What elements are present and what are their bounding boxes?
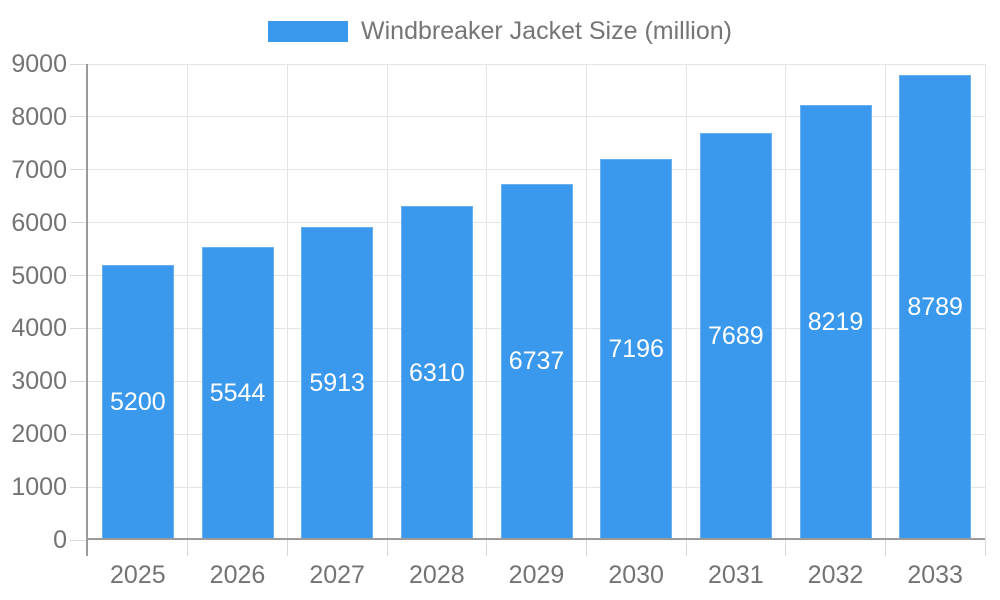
x-axis-category-label: 2032 bbox=[807, 561, 864, 589]
y-axis-tick bbox=[70, 327, 88, 329]
x-axis-tick bbox=[884, 540, 886, 556]
x-axis-category-label: 2033 bbox=[907, 561, 963, 589]
bar-value-label: 5544 bbox=[209, 378, 266, 407]
x-axis-category-label: 2030 bbox=[608, 561, 664, 589]
x-axis-tick bbox=[984, 540, 986, 556]
x-axis-tick bbox=[386, 540, 388, 556]
y-axis-tick-label: 4000 bbox=[11, 314, 67, 343]
plot-area: 0 1000 2000 3000 4000 5000 6000 7000 8000 9000 520… bbox=[11, 51, 986, 589]
y-axis-tick bbox=[70, 275, 88, 277]
gridline-vertical bbox=[585, 64, 587, 540]
y-axis-tick bbox=[70, 380, 88, 382]
x-axis-category-label: 2025 bbox=[110, 561, 166, 589]
bar-value-label: 5913 bbox=[309, 369, 365, 398]
gridline-vertical bbox=[785, 64, 787, 540]
x-axis-tick bbox=[685, 540, 687, 556]
y-axis-tick bbox=[70, 222, 88, 224]
y-axis-line bbox=[86, 64, 88, 556]
y-axis-tick-label: 1000 bbox=[11, 473, 67, 502]
x-axis-tick bbox=[286, 540, 288, 556]
y-axis-tick bbox=[70, 539, 88, 541]
bar-2032[interactable]: 8219 bbox=[799, 105, 872, 540]
gridline-vertical bbox=[685, 64, 687, 540]
gridline-vertical bbox=[187, 64, 189, 540]
x-axis-tick bbox=[585, 540, 587, 556]
bar-2026[interactable]: 5544 bbox=[201, 246, 274, 540]
x-axis-category-label: 2028 bbox=[409, 561, 465, 589]
bar-value-label: 8789 bbox=[907, 293, 963, 322]
y-axis-tick bbox=[70, 486, 88, 488]
x-axis-tick bbox=[785, 540, 787, 556]
gridline-horizontal bbox=[88, 116, 985, 118]
y-axis-tick-label: 3000 bbox=[11, 367, 67, 396]
y-axis-tick bbox=[70, 63, 88, 65]
bar-value-label: 5200 bbox=[110, 387, 166, 416]
gridline-vertical bbox=[286, 64, 288, 540]
bar-2027[interactable]: 5913 bbox=[301, 227, 374, 540]
gridline-horizontal bbox=[88, 169, 985, 171]
y-axis-tick-label: 0 bbox=[53, 526, 67, 554]
y-axis-tick bbox=[70, 169, 88, 171]
y-axis-tick-label: 9000 bbox=[11, 50, 67, 78]
bar-value-label: 7689 bbox=[708, 322, 764, 351]
bar-2028[interactable]: 6310 bbox=[400, 206, 473, 540]
gridline-vertical bbox=[386, 64, 388, 540]
y-axis-tick-label: 8000 bbox=[11, 102, 67, 131]
y-axis-tick-label: 2000 bbox=[11, 420, 67, 449]
x-axis-line bbox=[88, 538, 985, 540]
x-axis-category-label: 2026 bbox=[209, 561, 266, 589]
legend-label: Windbreaker Jacket Size (million) bbox=[361, 17, 732, 45]
bar-value-label: 7196 bbox=[608, 335, 664, 364]
y-axis-tick-label: 7000 bbox=[11, 155, 67, 184]
gridline-vertical bbox=[486, 64, 488, 540]
bar-value-label: 6737 bbox=[508, 347, 565, 376]
gridline-vertical bbox=[884, 64, 886, 540]
bar-value-label: 6310 bbox=[409, 358, 465, 387]
bar-2029[interactable]: 6737 bbox=[500, 183, 573, 540]
legend-item[interactable]: Windbreaker Jacket Size (million) bbox=[0, 17, 1000, 46]
bar-2031[interactable]: 7689 bbox=[699, 133, 772, 540]
gridline-vertical bbox=[984, 64, 986, 540]
x-axis-category-label: 2029 bbox=[508, 561, 565, 589]
y-axis-tick-label: 6000 bbox=[11, 208, 67, 237]
x-axis-tick bbox=[486, 540, 488, 556]
bar-2030[interactable]: 7196 bbox=[600, 159, 673, 540]
x-axis-category-label: 2027 bbox=[309, 561, 365, 589]
bar-value-label: 8219 bbox=[807, 308, 864, 337]
y-axis-tick bbox=[70, 116, 88, 118]
x-axis-category-label: 2031 bbox=[708, 561, 764, 589]
bar-2033[interactable]: 8789 bbox=[899, 75, 972, 540]
bar-2025[interactable]: 5200 bbox=[101, 264, 174, 540]
y-axis-tick bbox=[70, 433, 88, 435]
legend-swatch-icon bbox=[268, 21, 349, 42]
x-axis-tick bbox=[187, 540, 189, 556]
gridline-horizontal bbox=[88, 63, 985, 65]
y-axis-tick-label: 5000 bbox=[11, 261, 67, 290]
